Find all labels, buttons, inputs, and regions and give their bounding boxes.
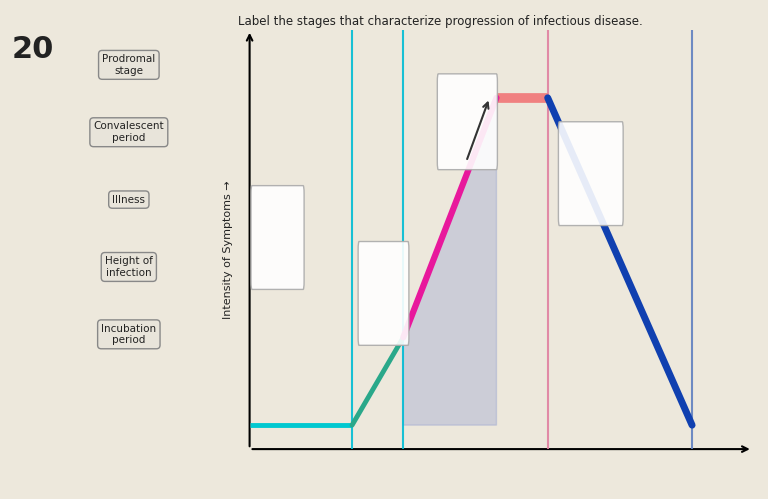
Text: Prodromal
stage: Prodromal stage — [102, 54, 155, 76]
Text: Height of
infection: Height of infection — [105, 256, 153, 278]
Text: Label the stages that characterize progression of infectious disease.: Label the stages that characterize progr… — [238, 15, 643, 28]
FancyBboxPatch shape — [358, 242, 409, 345]
Text: 20: 20 — [12, 35, 54, 64]
Text: Illness: Illness — [112, 195, 145, 205]
FancyBboxPatch shape — [437, 74, 498, 170]
Text: Intensity of Symptoms →: Intensity of Symptoms → — [223, 180, 233, 319]
FancyBboxPatch shape — [558, 122, 623, 226]
Text: Convalescent
period: Convalescent period — [94, 121, 164, 143]
FancyBboxPatch shape — [251, 186, 304, 289]
Polygon shape — [403, 98, 496, 425]
Text: Incubation
period: Incubation period — [101, 323, 157, 345]
